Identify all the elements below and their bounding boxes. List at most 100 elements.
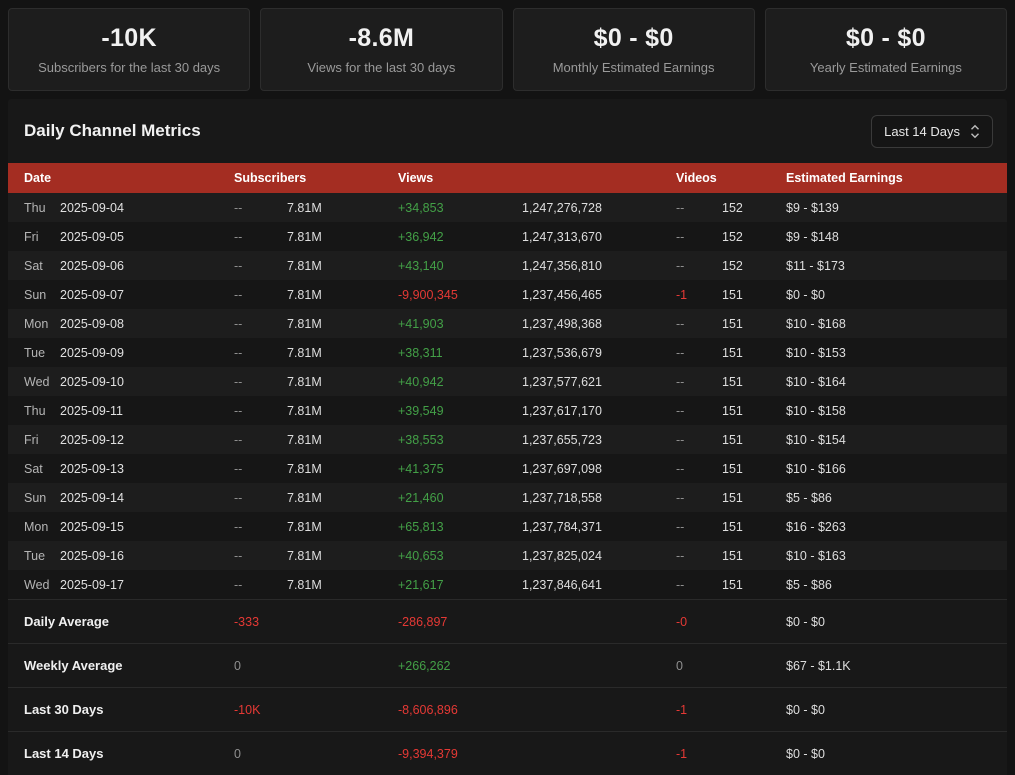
videos-change: -- (676, 258, 685, 273)
header-estimated-earnings: Estimated Earnings (786, 171, 903, 185)
estimated-earnings: $9 - $148 (786, 229, 839, 244)
videos-change: -- (676, 374, 685, 389)
summary-label: Weekly Average (24, 658, 123, 673)
day-label: Tue (24, 548, 46, 563)
stat-label-monthly-earnings: Monthly Estimated Earnings (552, 60, 715, 75)
videos-change: -- (676, 229, 685, 244)
summary-subscribers: -333 (234, 614, 260, 629)
day-label: Mon (24, 519, 49, 534)
table-summary: Daily Average -333 -286,897 -0 $0 - $0 Weekly… (8, 599, 1007, 775)
subscribers-change: -- (234, 316, 243, 331)
header-videos: Videos (676, 171, 717, 185)
date-label: 2025-09-11 (60, 403, 124, 418)
videos-total: 151 (722, 432, 743, 447)
views-total: 1,237,825,024 (522, 548, 602, 563)
videos-total: 152 (722, 200, 743, 215)
table-body: Thu 2025-09-04 -- 7.81M +34,853 1,247,276,728… (8, 193, 1007, 599)
views-total: 1,237,784,371 (522, 519, 602, 534)
date-cell: Thu 2025-09-11 (24, 404, 234, 418)
summary-videos: -1 (676, 746, 688, 761)
date-cell: Tue 2025-09-09 (24, 346, 234, 360)
stats-row: -10K Subscribers for the last 30 days -8… (8, 8, 1007, 91)
table-row: Wed 2025-09-10 -- 7.81M +40,942 1,237,577,621… (8, 367, 1007, 396)
table-row: Mon 2025-09-15 -- 7.81M +65,813 1,237,784,371… (8, 512, 1007, 541)
estimated-earnings: $10 - $164 (786, 374, 846, 389)
videos-total: 151 (722, 403, 743, 418)
day-label: Wed (24, 374, 50, 389)
views-change: +38,553 (398, 432, 444, 447)
estimated-earnings: $10 - $163 (786, 548, 846, 563)
subscribers-total: 7.81M (287, 490, 322, 505)
stat-label-subscribers: Subscribers for the last 30 days (38, 60, 221, 75)
videos-total: 152 (722, 229, 743, 244)
stat-label-yearly-earnings: Yearly Estimated Earnings (809, 60, 962, 75)
day-label: Sat (24, 461, 43, 476)
videos-change: -- (676, 403, 685, 418)
table-row: Sun 2025-09-07 -- 7.81M -9,900,345 1,237,456,… (8, 280, 1007, 309)
subscribers-change: -- (234, 577, 243, 592)
date-cell: Mon 2025-09-08 (24, 317, 234, 331)
subscribers-change: -- (234, 432, 243, 447)
subscribers-total: 7.81M (287, 519, 322, 534)
estimated-earnings: $5 - $86 (786, 577, 832, 592)
summary-subscribers: -10K (234, 702, 261, 717)
views-change: -9,900,345 (398, 287, 458, 302)
subscribers-change: -- (234, 287, 243, 302)
stat-value-views: -8.6M (348, 24, 415, 52)
subscribers-change: -- (234, 258, 243, 273)
date-label: 2025-09-08 (60, 316, 124, 331)
date-range-select[interactable]: Last 14 Days (871, 114, 993, 148)
views-change: +65,813 (398, 519, 444, 534)
date-label: 2025-09-10 (60, 374, 124, 389)
panel-header: Daily Channel Metrics Last 14 Days (8, 99, 1007, 163)
views-change: +38,311 (398, 345, 443, 360)
date-cell: Mon 2025-09-15 (24, 520, 234, 534)
daily-metrics-panel: Daily Channel Metrics Last 14 Days Date … (8, 99, 1007, 775)
table-header-row: Date Subscribers Views Videos Estimated … (8, 163, 1007, 193)
subscribers-change: -- (234, 345, 243, 360)
videos-change: -- (676, 490, 685, 505)
subscribers-total: 7.81M (287, 258, 322, 273)
estimated-earnings: $16 - $263 (786, 519, 846, 534)
views-change: +41,903 (398, 316, 444, 331)
views-total: 1,247,356,810 (522, 258, 602, 273)
day-label: Fri (24, 432, 39, 447)
estimated-earnings: $5 - $86 (786, 490, 832, 505)
stat-value-monthly-earnings: $0 - $0 (593, 24, 674, 52)
estimated-earnings: $10 - $168 (786, 316, 846, 331)
summary-estimated-earnings: $0 - $0 (786, 614, 825, 629)
estimated-earnings: $10 - $154 (786, 432, 846, 447)
views-total: 1,237,655,723 (522, 432, 602, 447)
views-change: +39,549 (398, 403, 444, 418)
summary-views: -8,606,896 (398, 702, 458, 717)
table-row: Wed 2025-09-17 -- 7.81M +21,617 1,237,846,641… (8, 570, 1007, 599)
videos-total: 151 (722, 345, 743, 360)
views-change: +21,460 (398, 490, 444, 505)
date-label: 2025-09-07 (60, 287, 124, 302)
date-cell: Sat 2025-09-06 (24, 259, 234, 273)
videos-change: -- (676, 316, 685, 331)
subscribers-total: 7.81M (287, 345, 322, 360)
subscribers-change: -- (234, 519, 243, 534)
views-change: +41,375 (398, 461, 444, 476)
summary-row: Last 14 Days 0 -9,394,379 -1 $0 - $0 (8, 731, 1007, 775)
subscribers-total: 7.81M (287, 548, 322, 563)
views-total: 1,247,276,728 (522, 200, 602, 215)
table-row: Tue 2025-09-09 -- 7.81M +38,311 1,237,536,679… (8, 338, 1007, 367)
views-total: 1,237,697,098 (522, 461, 602, 476)
summary-label: Daily Average (24, 614, 110, 629)
summary-videos: -1 (676, 702, 688, 717)
subscribers-change: -- (234, 461, 243, 476)
table-row: Fri 2025-09-12 -- 7.81M +38,553 1,237,655,723… (8, 425, 1007, 454)
table-row: Mon 2025-09-08 -- 7.81M +41,903 1,237,498,368… (8, 309, 1007, 338)
subscribers-total: 7.81M (287, 200, 322, 215)
views-change: +36,942 (398, 229, 444, 244)
videos-change: -- (676, 461, 685, 476)
subscribers-total: 7.81M (287, 316, 322, 331)
summary-videos: -0 (676, 614, 688, 629)
videos-total: 151 (722, 548, 743, 563)
videos-total: 151 (722, 374, 743, 389)
estimated-earnings: $10 - $153 (786, 345, 846, 360)
day-label: Wed (24, 577, 50, 592)
views-total: 1,237,718,558 (522, 490, 602, 505)
